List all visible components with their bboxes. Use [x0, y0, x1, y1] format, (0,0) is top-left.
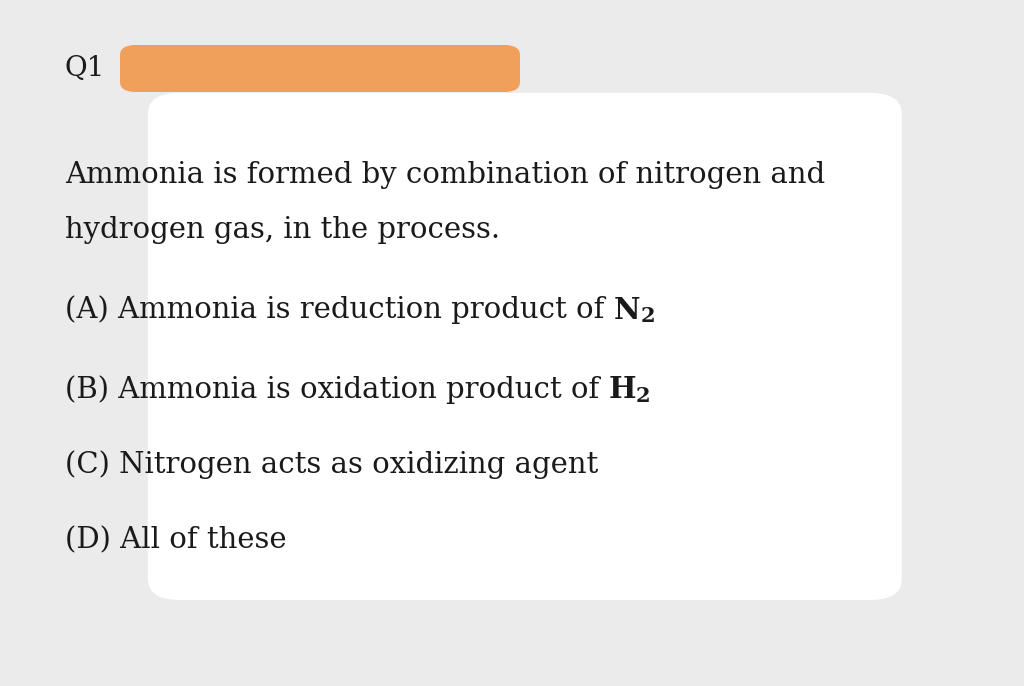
Text: hydrogen gas, in the process.: hydrogen gas, in the process.: [65, 216, 500, 244]
Text: 2: 2: [636, 386, 650, 406]
Text: (C) Nitrogen acts as oxidizing agent: (C) Nitrogen acts as oxidizing agent: [65, 451, 598, 480]
Text: (B) Ammonia is oxidation product of: (B) Ammonia is oxidation product of: [65, 376, 608, 405]
FancyBboxPatch shape: [147, 93, 902, 600]
Text: 2: 2: [640, 306, 654, 326]
Text: N: N: [613, 296, 640, 324]
Text: (D) All of these: (D) All of these: [65, 526, 287, 554]
Text: Ammonia is formed by combination of nitrogen and: Ammonia is formed by combination of nitr…: [65, 161, 825, 189]
Text: (A) Ammonia is reduction product of: (A) Ammonia is reduction product of: [65, 296, 613, 324]
Text: Q1: Q1: [65, 54, 105, 82]
Text: Science - Class 9 and 10: Science - Class 9 and 10: [182, 58, 458, 80]
Text: H: H: [608, 375, 636, 405]
